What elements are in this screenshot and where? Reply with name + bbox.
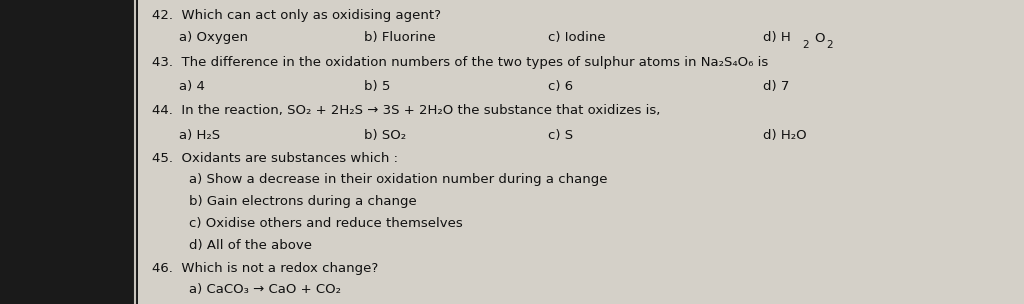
Text: 43.  The difference in the oxidation numbers of the two types of sulphur atoms i: 43. The difference in the oxidation numb… bbox=[152, 56, 768, 69]
Text: 2: 2 bbox=[802, 40, 808, 50]
Text: a) Oxygen: a) Oxygen bbox=[179, 32, 248, 44]
Text: b) 5: b) 5 bbox=[364, 80, 390, 93]
Text: b) Gain electrons during a change: b) Gain electrons during a change bbox=[189, 195, 417, 208]
Text: d) All of the above: d) All of the above bbox=[189, 239, 312, 252]
Text: d) 7: d) 7 bbox=[763, 80, 790, 93]
Text: c) Oxidise others and reduce themselves: c) Oxidise others and reduce themselves bbox=[189, 217, 463, 230]
Text: 2: 2 bbox=[826, 40, 833, 50]
Text: d) H: d) H bbox=[763, 32, 791, 44]
Text: 46.  Which is not a redox change?: 46. Which is not a redox change? bbox=[152, 262, 378, 275]
Text: c) 6: c) 6 bbox=[548, 80, 573, 93]
Text: c) S: c) S bbox=[548, 129, 573, 142]
Text: b) SO₂: b) SO₂ bbox=[364, 129, 406, 142]
Text: a) 4: a) 4 bbox=[179, 80, 205, 93]
Text: O: O bbox=[814, 32, 824, 44]
Text: 42.  Which can act only as oxidising agent?: 42. Which can act only as oxidising agen… bbox=[152, 9, 440, 22]
Text: d) H₂O: d) H₂O bbox=[763, 129, 807, 142]
FancyBboxPatch shape bbox=[138, 0, 1024, 304]
Text: a) CaCO₃ → CaO + CO₂: a) CaCO₃ → CaO + CO₂ bbox=[189, 283, 341, 296]
Text: a) H₂S: a) H₂S bbox=[179, 129, 220, 142]
Text: a) Show a decrease in their oxidation number during a change: a) Show a decrease in their oxidation nu… bbox=[189, 174, 608, 186]
Text: 44.  In the reaction, SO₂ + 2H₂S → 3S + 2H₂O the substance that oxidizes is,: 44. In the reaction, SO₂ + 2H₂S → 3S + 2… bbox=[152, 105, 659, 117]
Text: 45.  Oxidants are substances which :: 45. Oxidants are substances which : bbox=[152, 152, 397, 164]
Text: c) Iodine: c) Iodine bbox=[548, 32, 605, 44]
Text: b) Fluorine: b) Fluorine bbox=[364, 32, 435, 44]
